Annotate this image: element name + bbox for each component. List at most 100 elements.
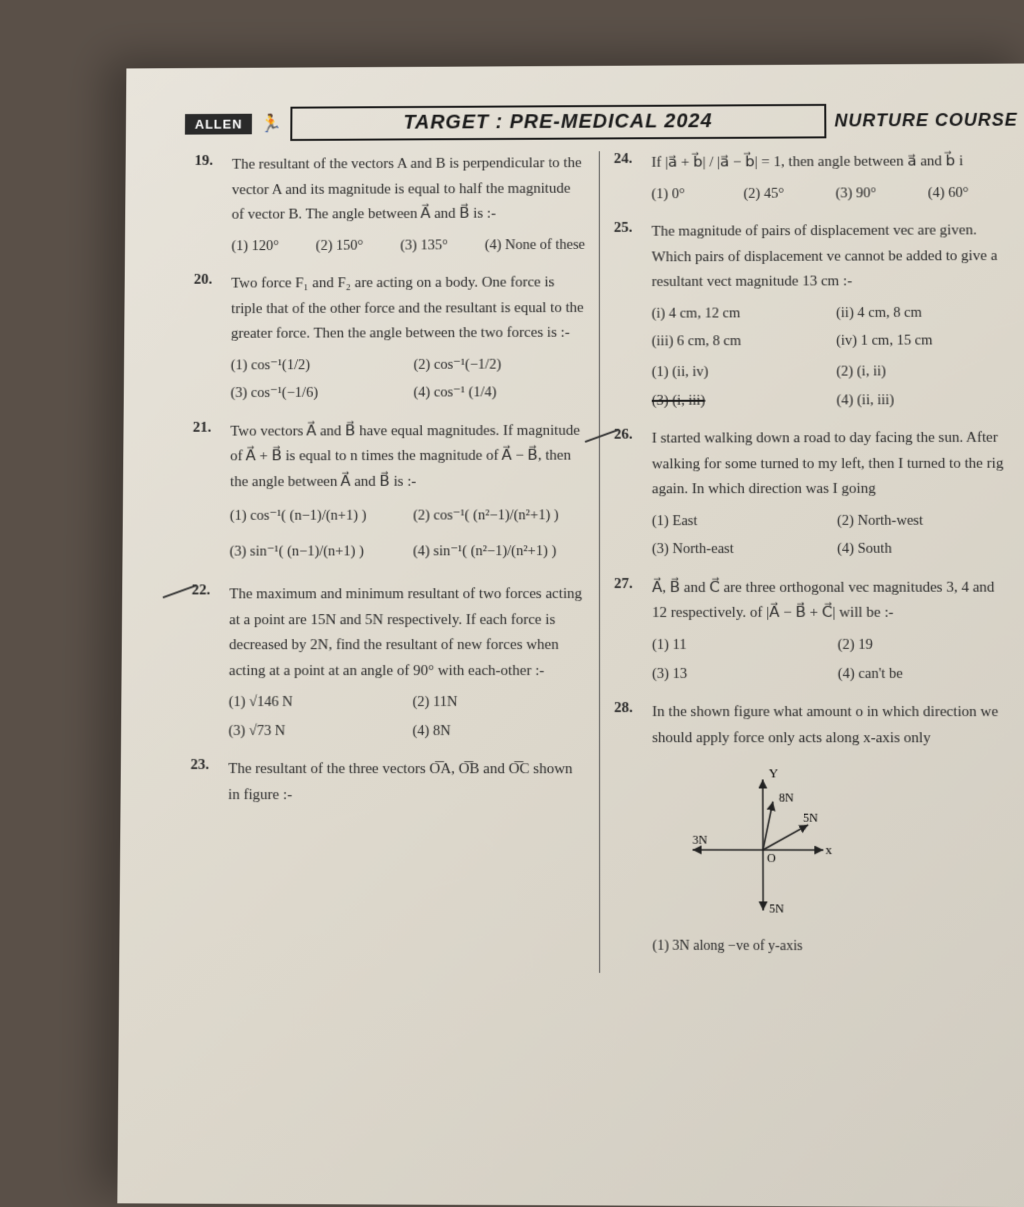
item: (iv) 1 cm, 15 cm [836, 329, 1009, 354]
opt: (1) cos⁻¹(1/2) [231, 353, 402, 378]
qtext: The resultant of the three vectors O͞A, … [228, 762, 572, 804]
opt: (1) cos⁻¹( (n−1)/(n+1) ) [230, 501, 401, 533]
course-name: NURTURE COURSE [835, 110, 1018, 132]
qbody: In the shown figure what amount o in whi… [652, 700, 1014, 959]
qbody: Two force F₁ and F₂ are acting on a body… [231, 271, 585, 406]
svg-text:5N: 5N [769, 902, 784, 916]
question-27: 27. A⃗, B⃗ and C⃗ are three orthogonal v… [614, 576, 1012, 687]
axes-svg: Y x 8N 3N 5N 5N O [652, 760, 834, 922]
left-column: 19. The resultant of the vectors A and B… [179, 151, 600, 972]
paper-title: TARGET : PRE-MEDICAL 2024 [290, 104, 827, 141]
opt: (3) North-east [652, 537, 825, 562]
qnum: 22. [191, 583, 220, 744]
roman-items: (i) 4 cm, 12 cm (ii) 4 cm, 8 cm (iii) 6 … [652, 300, 1010, 354]
qbody: Two vectors A⃗ and B⃗ have equal magnitu… [230, 419, 585, 569]
opt: (3) sin⁻¹( (n−1)/(n+1) ) [230, 537, 402, 569]
qnum: 23. [190, 757, 218, 808]
opt: (4) None of these [485, 233, 585, 258]
qbody: If |a⃗ + b⃗| / |a⃗ − b⃗| = 1, then angle… [651, 149, 1008, 206]
question-23: 23. The resultant of the three vectors O… [190, 757, 585, 808]
worksheet-page: ALLEN 🏃 TARGET : PRE-MEDICAL 2024 NURTUR… [117, 63, 1024, 1207]
options: (1) cos⁻¹(1/2) (2) cos⁻¹(−1/2) (3) cos⁻¹… [231, 352, 585, 406]
question-20: 20. Two force F₁ and F₂ are acting on a … [193, 271, 585, 406]
qnum: 28. [614, 700, 642, 958]
opt: (2) North-west [837, 508, 1011, 533]
qbody: The resultant of the vectors A and B is … [231, 151, 585, 258]
publisher-logo: ALLEN [185, 114, 252, 135]
opt: (1) East [652, 509, 825, 534]
opt: (3) cos⁻¹(−1/6) [231, 381, 402, 406]
options: (1) 0° (2) 45° (3) 90° (4) 60° [651, 180, 1008, 206]
qbody: The magnitude of pairs of displacement v… [652, 219, 1010, 413]
opt: (2) cos⁻¹(−1/2) [414, 352, 585, 377]
qbody: The maximum and minimum resultant of two… [228, 582, 585, 743]
options: (1) √146 N (2) 11N (3) √73 N (4) 8N [228, 690, 585, 743]
opt: (2) cos⁻¹( (n²−1)/(n²+1) ) [413, 501, 585, 533]
qbody: A⃗, B⃗ and C⃗ are three orthogonal vec m… [652, 576, 1012, 687]
opt: (4) sin⁻¹( (n²−1)/(n²+1) ) [413, 537, 585, 569]
content-columns: 19. The resultant of the vectors A and B… [179, 149, 1024, 973]
svg-text:O: O [767, 851, 776, 865]
qnum: 26. [614, 427, 642, 562]
opt: (4) 8N [412, 719, 585, 744]
opt: (2) (i, ii) [836, 359, 1009, 384]
qtext: I started walking down a road to day fac… [652, 430, 1004, 497]
opt: (3) 90° [836, 181, 916, 206]
question-21: 21. Two vectors A⃗ and B⃗ have equal mag… [192, 419, 585, 569]
qtext: The resultant of the vectors A and B is … [232, 155, 582, 222]
force-diagram: Y x 8N 3N 5N 5N O [652, 760, 1014, 932]
qbody: The resultant of the three vectors O͞A, … [228, 758, 585, 809]
opt: (1) √146 N [229, 690, 401, 715]
opt: (2) 45° [743, 181, 823, 206]
qnum: 20. [193, 272, 222, 406]
opt: (3) √73 N [228, 719, 400, 744]
qtext: Two force F₁ and F₂ are acting on a body… [231, 275, 584, 342]
question-22: 22. The maximum and minimum resultant of… [191, 582, 585, 743]
question-26: 26. I started walking down a road to day… [614, 426, 1011, 562]
runner-icon: 🏃 [260, 114, 282, 135]
question-28: 28. In the shown figure what amount o in… [614, 700, 1014, 959]
svg-text:x: x [825, 843, 832, 857]
qtext: If |a⃗ + b⃗| / |a⃗ − b⃗| = 1, then angle… [651, 153, 963, 170]
qnum: 21. [192, 420, 221, 569]
opt: (3) 135° [400, 233, 473, 258]
item: (i) 4 cm, 12 cm [652, 301, 825, 326]
svg-text:3N: 3N [692, 833, 707, 847]
qnum: 19. [194, 153, 222, 258]
svg-text:5N: 5N [803, 811, 818, 825]
options: (1) cos⁻¹( (n−1)/(n+1) ) (2) cos⁻¹( (n²−… [230, 501, 585, 569]
opt: (3) 13 [652, 662, 826, 687]
question-25: 25. The magnitude of pairs of displaceme… [614, 219, 1010, 414]
partial-option: (1) 3N along −ve of y-axis [652, 934, 1014, 959]
qtext: A⃗, B⃗ and C⃗ are three orthogonal vec m… [652, 580, 995, 622]
qnum: 24. [614, 151, 642, 206]
item: (ii) 4 cm, 8 cm [836, 300, 1009, 325]
item: (iii) 6 cm, 8 cm [652, 329, 825, 354]
options: (1) East (2) North-west (3) North-east (… [652, 508, 1011, 562]
opt: (4) South [837, 537, 1011, 562]
qnum: 25. [614, 220, 642, 413]
options: (1) (ii, iv) (2) (i, ii) (3) (i, iii) (4… [652, 359, 1010, 413]
qtext: Two vectors A⃗ and B⃗ have equal magnitu… [230, 423, 580, 490]
opt: (2) 19 [838, 633, 1012, 658]
opt: (4) (ii, iii) [836, 388, 1009, 413]
svg-text:8N: 8N [779, 791, 794, 805]
header: ALLEN 🏃 TARGET : PRE-MEDICAL 2024 NURTUR… [185, 103, 1018, 142]
opt: (3) (i, iii) [652, 388, 825, 413]
svg-text:Y: Y [769, 767, 778, 781]
opt: (4) cos⁻¹ (1/4) [413, 381, 585, 406]
question-24: 24. If |a⃗ + b⃗| / |a⃗ − b⃗| = 1, then a… [614, 149, 1009, 206]
options: (1) 120° (2) 150° (3) 135° (4) None of t… [231, 233, 585, 259]
question-19: 19. The resultant of the vectors A and B… [194, 151, 585, 258]
opt: (4) 60° [928, 180, 1009, 205]
opt: (1) 11 [652, 633, 826, 658]
opt: (1) (ii, iv) [652, 360, 825, 385]
qnum: 27. [614, 576, 642, 686]
opt: (1) 0° [651, 182, 731, 207]
qtext: In the shown figure what amount o in whi… [652, 704, 998, 746]
qtext: The magnitude of pairs of displacement v… [652, 223, 998, 290]
opt: (4) can't be [838, 661, 1012, 686]
qtext: The maximum and minimum resultant of two… [229, 586, 582, 679]
opt: (2) 150° [316, 233, 389, 258]
opt: (1) 120° [231, 234, 304, 259]
